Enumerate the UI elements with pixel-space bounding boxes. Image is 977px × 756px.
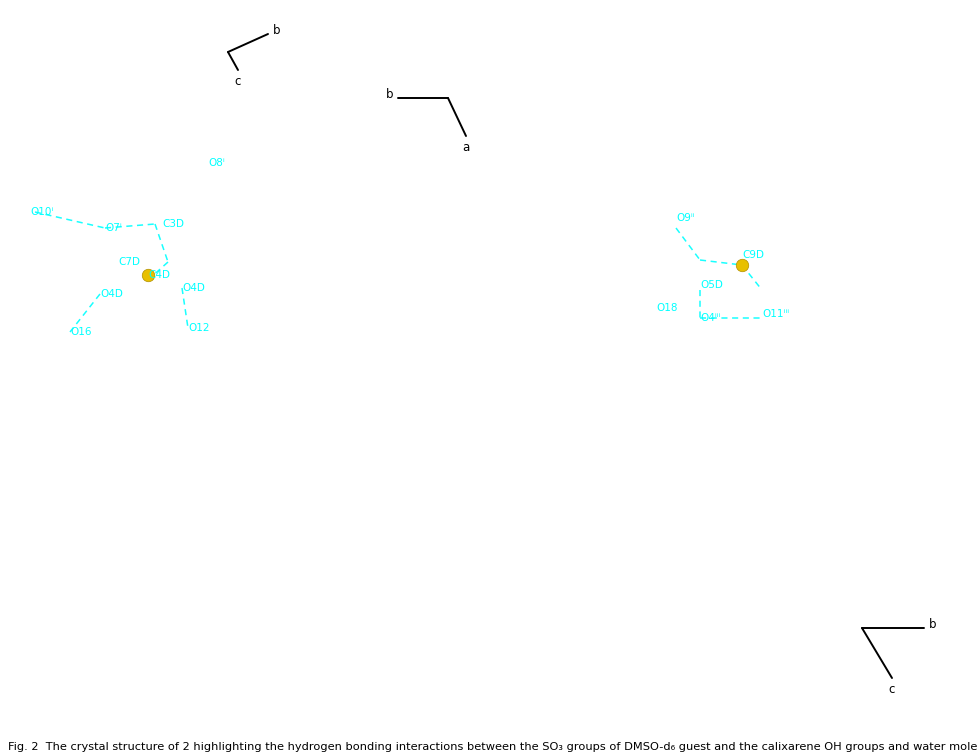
Text: O9ⁱⁱ: O9ⁱⁱ <box>675 213 694 223</box>
Text: O10ⁱ: O10ⁱ <box>30 207 53 217</box>
Text: O8ⁱ: O8ⁱ <box>208 158 225 168</box>
Text: C7D: C7D <box>118 257 140 267</box>
Text: C9D: C9D <box>742 250 763 260</box>
Text: Fig. 2  The crystal structure of 2 highlighting the hydrogen bonding interaction: Fig. 2 The crystal structure of 2 highli… <box>8 742 977 752</box>
Text: O5D: O5D <box>700 280 722 290</box>
Text: O12: O12 <box>188 323 209 333</box>
Text: O4D: O4D <box>182 283 204 293</box>
Text: O4ⁱⁱⁱ: O4ⁱⁱⁱ <box>700 313 720 323</box>
Text: b: b <box>928 618 936 631</box>
Text: O11ⁱⁱⁱ: O11ⁱⁱⁱ <box>761 309 788 319</box>
Text: O4D: O4D <box>100 289 123 299</box>
Text: c: c <box>234 75 241 88</box>
Text: c: c <box>888 683 894 696</box>
Text: C4D: C4D <box>148 270 170 280</box>
Text: C3D: C3D <box>162 219 184 229</box>
Text: b: b <box>385 88 393 101</box>
Text: O16: O16 <box>70 327 92 337</box>
Text: a: a <box>462 141 469 154</box>
Text: b: b <box>273 24 280 38</box>
Text: O18: O18 <box>656 303 677 313</box>
Text: O7ⁱ: O7ⁱ <box>105 223 121 233</box>
